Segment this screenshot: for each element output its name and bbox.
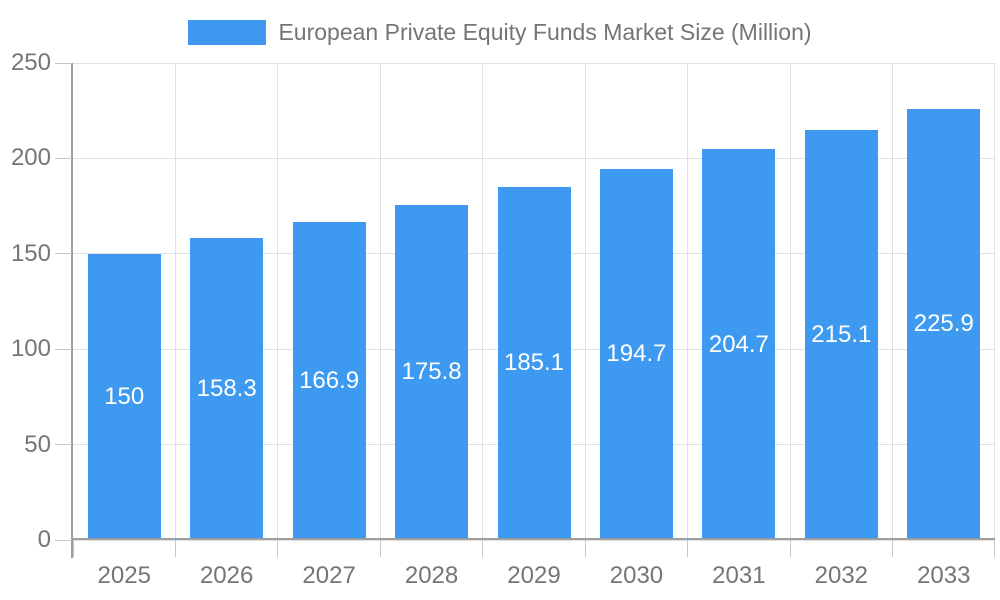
y-axis-label: 150 — [10, 239, 51, 267]
bar-value-label: 150 — [104, 382, 145, 410]
bar: 215.1 — [804, 129, 878, 540]
x-tick — [379, 540, 381, 557]
bar-value-label: 166.9 — [299, 366, 360, 394]
y-tick — [55, 539, 72, 541]
x-axis-label: 2026 — [199, 562, 254, 589]
bar-value-label: 175.8 — [401, 358, 462, 386]
gridline-v — [687, 63, 689, 540]
x-tick — [174, 540, 176, 557]
bar-value-label: 204.7 — [708, 330, 769, 358]
y-axis-label: 50 — [24, 430, 51, 458]
x-axis-label: 2033 — [917, 562, 971, 589]
legend-label: European Private Equity Funds Market Siz… — [278, 18, 812, 45]
y-tick — [55, 348, 72, 350]
bar: 194.7 — [599, 168, 673, 540]
bar: 150 — [87, 253, 161, 540]
y-tick — [55, 157, 72, 159]
y-tick — [55, 253, 72, 255]
y-axis-label: 200 — [10, 144, 51, 172]
x-axis-label: 2032 — [814, 562, 869, 589]
x-axis-line — [71, 538, 995, 540]
y-tick — [55, 62, 72, 64]
y-axis-label: 100 — [10, 335, 51, 363]
x-axis-label: 2025 — [97, 562, 151, 589]
x-axis-label: 2027 — [302, 562, 356, 589]
gridline-v — [892, 63, 894, 540]
x-tick — [584, 540, 586, 557]
bar-value-label: 194.7 — [606, 340, 667, 368]
bar: 158.3 — [190, 237, 264, 540]
gridline-h — [73, 62, 995, 64]
gridline-v — [174, 63, 176, 540]
legend-item[interactable]: European Private Equity Funds Market Siz… — [0, 18, 1000, 46]
gridline-h — [73, 539, 995, 541]
bar-value-label: 215.1 — [811, 320, 872, 348]
x-tick — [892, 540, 894, 557]
gridline-v — [277, 63, 279, 540]
y-axis-label: 250 — [10, 49, 51, 76]
gridline-v — [993, 63, 995, 540]
x-tick — [789, 540, 791, 557]
bar: 175.8 — [395, 204, 469, 540]
legend-swatch — [188, 19, 267, 45]
x-tick — [687, 540, 689, 557]
gridline-v — [584, 63, 586, 540]
bar: 225.9 — [907, 108, 981, 540]
x-tick — [993, 540, 995, 557]
bar-value-label: 185.1 — [503, 349, 565, 377]
gridline-v — [789, 63, 791, 540]
x-axis-label: 2029 — [507, 562, 561, 589]
x-axis-label: 2031 — [712, 562, 766, 589]
y-axis-label: 0 — [37, 526, 51, 553]
bar: 185.1 — [497, 186, 571, 540]
x-axis-label: 2030 — [609, 562, 664, 589]
x-axis-label: 2028 — [404, 562, 459, 589]
y-tick — [55, 444, 72, 446]
x-tick — [72, 540, 74, 557]
x-tick — [482, 540, 484, 557]
gridline-h — [73, 157, 995, 159]
bar: 166.9 — [292, 221, 366, 540]
plot-area: 150 158.3 166.9 175.8 185.1 194.7 204.7 215.1 22… — [73, 62, 995, 541]
gridline-v — [482, 63, 484, 540]
bar-value-label: 225.9 — [913, 310, 974, 338]
y-axis-line — [71, 63, 73, 558]
bar: 204.7 — [702, 149, 776, 540]
gridline-v — [379, 63, 381, 540]
bar-value-label: 158.3 — [196, 374, 257, 402]
x-tick — [277, 540, 279, 557]
